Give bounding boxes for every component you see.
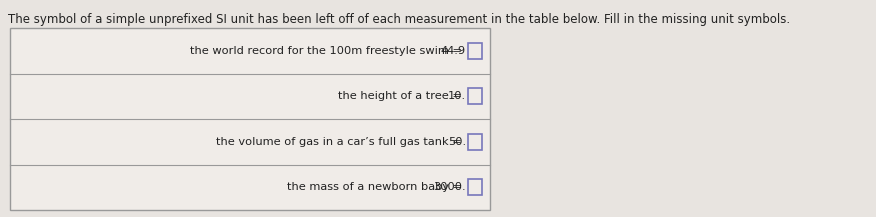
Text: the world record for the 100m freestyle swim =: the world record for the 100m freestyle …: [190, 46, 462, 56]
Text: the mass of a newborn baby =: the mass of a newborn baby =: [286, 182, 462, 192]
Bar: [468, 43, 482, 59]
Text: 44.9: 44.9: [441, 46, 466, 56]
Text: the height of a tree =: the height of a tree =: [338, 91, 462, 101]
Text: the volume of gas in a car’s full gas tank =: the volume of gas in a car’s full gas ta…: [216, 137, 462, 147]
Bar: [468, 134, 482, 150]
Text: The symbol of a simple unprefixed SI unit has been left off of each measurement : The symbol of a simple unprefixed SI uni…: [8, 13, 790, 26]
Bar: [468, 179, 482, 195]
Text: 10.: 10.: [448, 91, 466, 101]
Bar: [468, 88, 482, 104]
Text: 3000.: 3000.: [434, 182, 466, 192]
Bar: [10, 28, 490, 210]
Text: 50.: 50.: [448, 137, 466, 147]
